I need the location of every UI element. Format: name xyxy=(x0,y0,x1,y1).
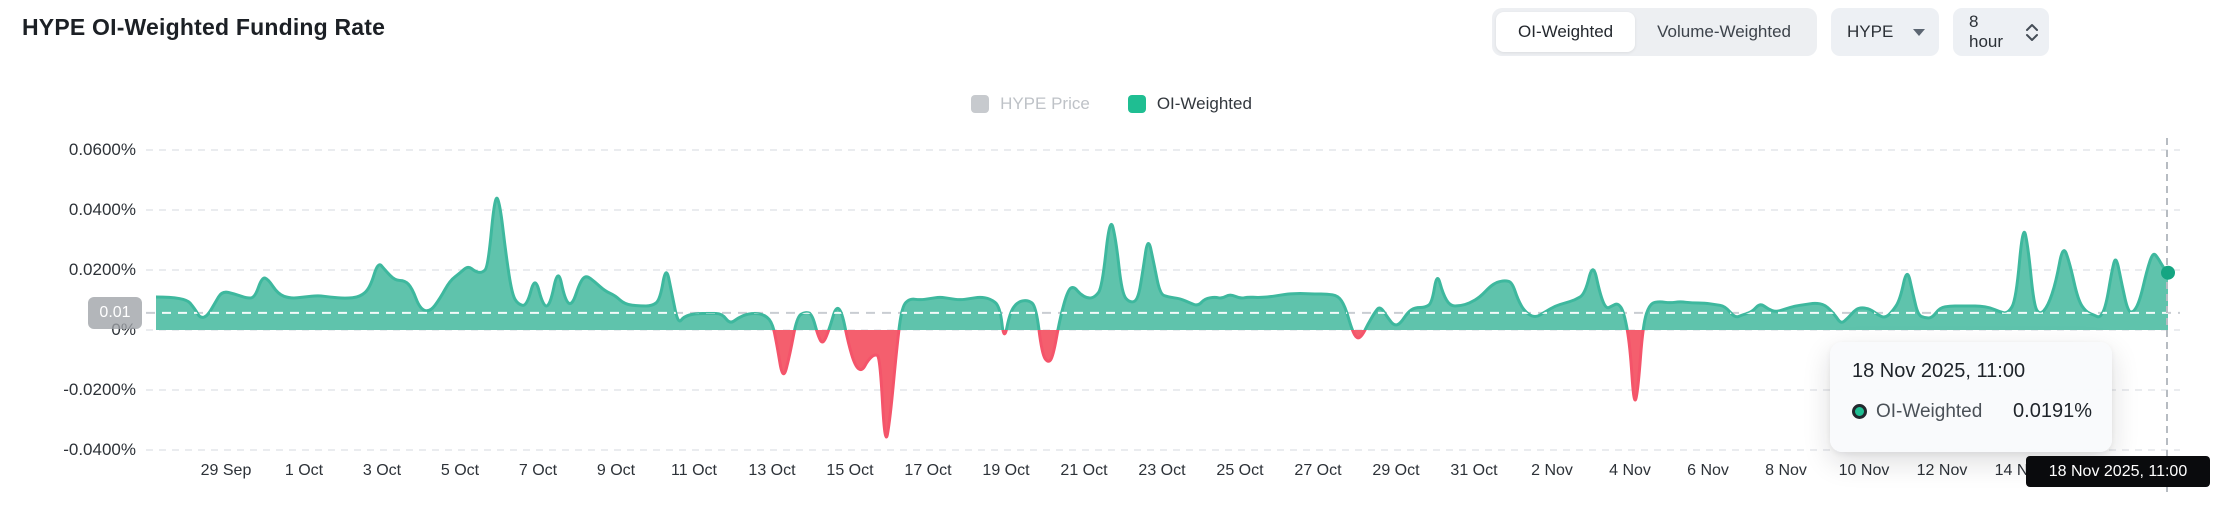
legend-swatch-hype-price xyxy=(971,95,990,113)
chart-controls: OI-Weighted Volume-Weighted HYPE 8 hour xyxy=(1492,8,2049,56)
x-tick-label: 9 Oct xyxy=(596,462,636,479)
legend-label-hype-price: HYPE Price xyxy=(1000,94,1090,113)
x-tick-label: 29 Sep xyxy=(200,462,252,479)
x-tick-label: 2 Nov xyxy=(1531,462,1573,479)
x-tick-label: 19 Oct xyxy=(982,462,1030,479)
funding-area-positive xyxy=(156,198,2168,330)
series-dot-icon xyxy=(1852,404,1867,419)
legend-label-oi-weighted: OI-Weighted xyxy=(1156,94,1252,113)
asset-select-value: HYPE xyxy=(1847,22,1894,41)
x-tick-label: 3 Oct xyxy=(362,462,402,479)
x-tick-label: 17 Oct xyxy=(904,462,952,479)
x-tick-label: 21 Oct xyxy=(1060,462,1108,479)
y-tick-label: -0.0400% xyxy=(63,440,136,459)
chevrons-up-down-icon xyxy=(2025,23,2039,42)
interval-select[interactable]: 8 hour xyxy=(1953,8,2049,56)
x-tick-label: 7 Oct xyxy=(518,462,558,479)
x-tick-label: 13 Oct xyxy=(748,462,796,479)
interval-select-value: 8 hour xyxy=(1969,12,2004,51)
caret-down-icon xyxy=(1913,28,1925,36)
tab-volume-weighted[interactable]: Volume-Weighted xyxy=(1635,12,1813,52)
baseline-marker-badge: 0.01 xyxy=(88,297,142,329)
funding-line-positive xyxy=(155,196,2170,330)
x-tick-label: 10 Nov xyxy=(1838,462,1890,479)
x-tick-label: 1 Oct xyxy=(284,462,324,479)
asset-select[interactable]: HYPE xyxy=(1831,8,1939,56)
last-point-dot xyxy=(2161,265,2175,280)
tooltip-series-value: 0.0191% xyxy=(2013,400,2092,422)
tooltip-series-name: OI-Weighted xyxy=(1876,400,1983,422)
x-tick-label: 27 Oct xyxy=(1294,462,1342,479)
crosshair-date-badge: 18 Nov 2025, 11:00 xyxy=(2026,456,2210,487)
tab-oi-weighted[interactable]: OI-Weighted xyxy=(1496,12,1636,52)
page-title: HYPE OI-Weighted Funding Rate xyxy=(22,14,386,40)
x-tick-label: 12 Nov xyxy=(1916,462,1968,479)
legend-swatch-oi-weighted xyxy=(1127,95,1146,113)
tooltip-series-row: OI-Weighted 0.0191% xyxy=(1852,400,2092,423)
y-tick-label: 0.0400% xyxy=(68,200,136,219)
y-tick-label: -0.0200% xyxy=(63,380,136,399)
legend-item-oi-weighted[interactable]: OI-Weighted xyxy=(1127,94,1252,114)
x-tick-label: 23 Oct xyxy=(1138,462,1186,479)
x-tick-label: 4 Nov xyxy=(1609,462,1651,479)
y-tick-label: 0.0200% xyxy=(68,260,136,279)
x-tick-label: 15 Oct xyxy=(826,462,874,479)
weighting-toggle: OI-Weighted Volume-Weighted xyxy=(1492,8,1817,56)
tooltip-timestamp: 18 Nov 2025, 11:00 xyxy=(1852,360,2026,382)
x-tick-label: 5 Oct xyxy=(440,462,480,479)
legend-item-hype-price[interactable]: HYPE Price xyxy=(971,94,1090,114)
x-tick-label: 31 Oct xyxy=(1450,462,1498,479)
x-tick-label: 25 Oct xyxy=(1216,462,1264,479)
x-tick-label: 6 Nov xyxy=(1687,462,1729,479)
chart-legend: HYPE Price OI-Weighted xyxy=(0,94,2223,114)
y-tick-label: 0.0600% xyxy=(68,140,136,159)
x-tick-label: 29 Oct xyxy=(1372,462,1420,479)
x-tick-label: 11 Oct xyxy=(671,462,717,479)
x-tick-label: 8 Nov xyxy=(1765,462,1807,479)
chart-tooltip: 18 Nov 2025, 11:00 OI-Weighted 0.0191% xyxy=(1830,342,2112,452)
